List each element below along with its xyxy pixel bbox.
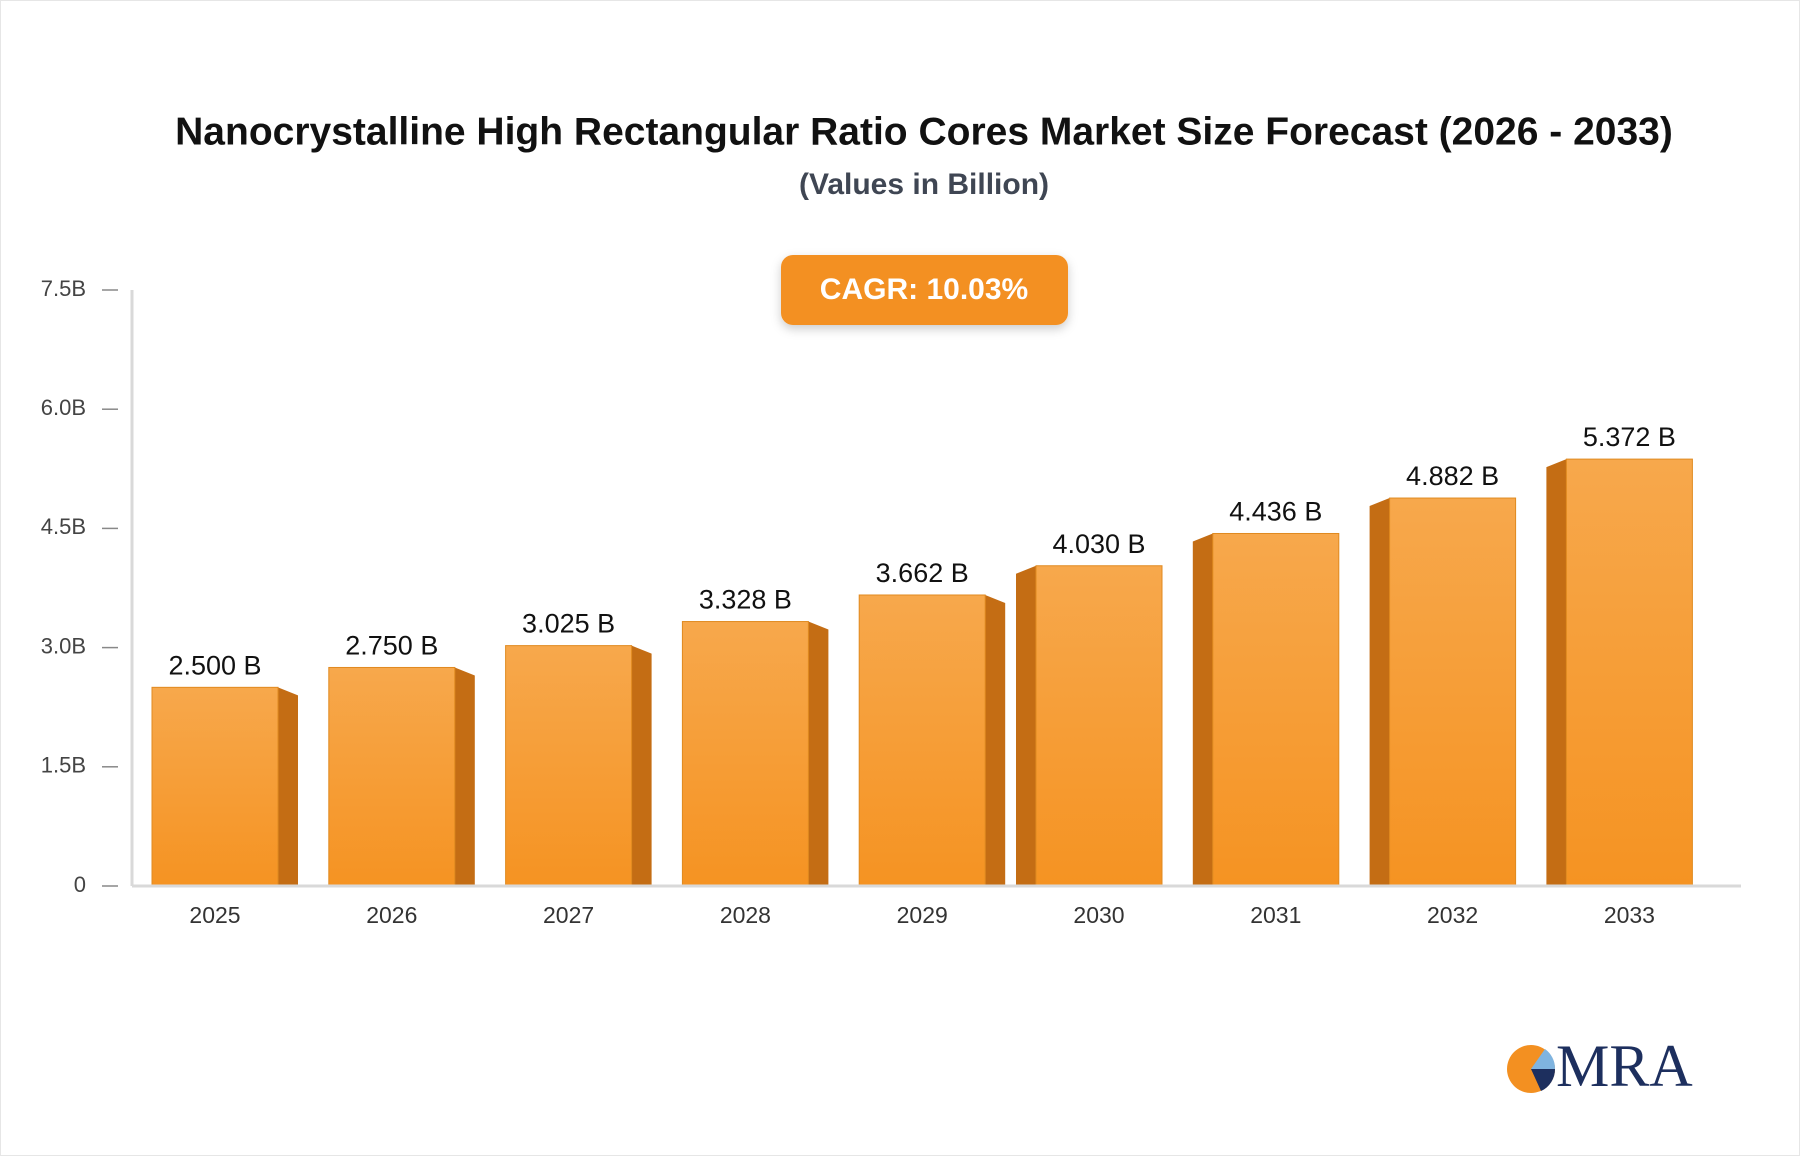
y-tick-label: 1.5B — [41, 753, 86, 778]
bar-side — [1369, 498, 1390, 886]
y-tick-label: 6.0B — [41, 395, 86, 420]
bar-side — [1546, 459, 1567, 886]
bar — [1389, 497, 1517, 887]
value-label: 4.030 B — [1052, 529, 1145, 559]
bar-side — [985, 594, 1006, 886]
value-label: 3.662 B — [876, 558, 969, 588]
value-label: 2.500 B — [168, 650, 261, 680]
cagr-label: CAGR: 10.03% — [820, 273, 1028, 306]
x-tick-label: 2032 — [1427, 902, 1478, 928]
bar — [151, 686, 279, 887]
bar — [1212, 532, 1340, 887]
chart-subtitle: (Values in Billion) — [799, 168, 1049, 201]
logo-slice — [1531, 1069, 1556, 1091]
value-label: 4.436 B — [1229, 497, 1322, 527]
value-label: 3.328 B — [699, 585, 792, 615]
x-tick-label: 2029 — [897, 902, 948, 928]
logo-slice — [1531, 1049, 1556, 1069]
bar — [505, 645, 633, 887]
value-label: 4.882 B — [1406, 461, 1499, 491]
x-tick-label: 2033 — [1604, 902, 1655, 928]
bar-side — [631, 645, 652, 886]
value-label: 3.025 B — [522, 609, 615, 639]
bar-side — [454, 667, 475, 886]
y-tick-label: 0 — [74, 872, 86, 897]
x-tick-label: 2028 — [720, 902, 771, 928]
cagr-badge — [781, 255, 1068, 325]
value-label: 5.372 B — [1583, 422, 1676, 452]
bar — [858, 594, 986, 887]
chart-title: Nanocrystalline High Rectangular Ratio C… — [175, 110, 1673, 153]
x-tick-label: 2027 — [543, 902, 594, 928]
logo: MRA — [1507, 1033, 1693, 1099]
x-tick-label: 2026 — [366, 902, 417, 928]
x-tick-label: 2031 — [1250, 902, 1301, 928]
value-label: 2.750 B — [345, 631, 438, 661]
bar — [1565, 458, 1693, 887]
y-tick-label: 7.5B — [41, 276, 86, 301]
bar — [328, 666, 456, 887]
y-tick-label: 3.0B — [41, 633, 86, 658]
bar-side — [278, 687, 298, 886]
bar-side — [1192, 533, 1213, 886]
bar — [681, 621, 809, 887]
bar — [1035, 565, 1163, 887]
x-tick-label: 2030 — [1073, 902, 1124, 928]
bar-side — [808, 621, 829, 886]
x-tick-label: 2025 — [189, 902, 240, 928]
logo-text: MRA — [1556, 1033, 1693, 1099]
bar-side — [1016, 565, 1036, 886]
y-tick-label: 4.5B — [41, 514, 86, 539]
